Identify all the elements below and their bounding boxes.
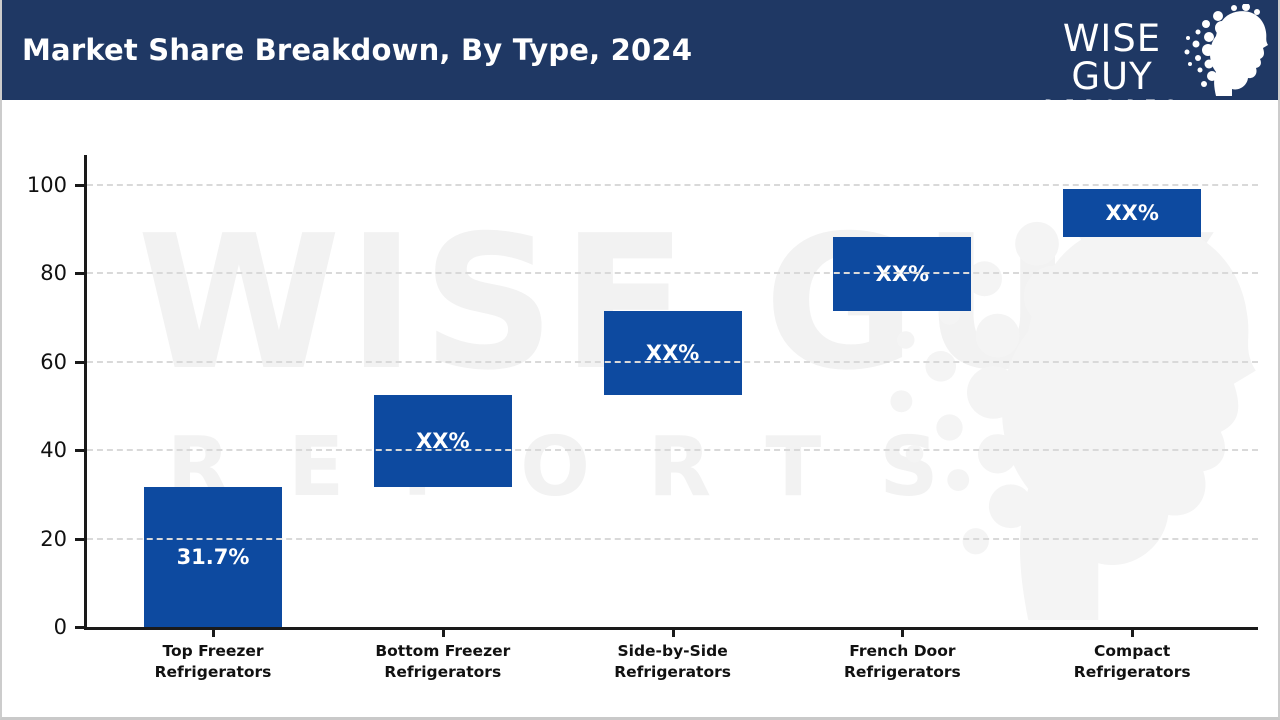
brand-logo-text: WISE GUY REPORTS [1018, 17, 1206, 115]
x-axis-line [84, 627, 1258, 630]
x-tick-side-by-side-refrigerators [671, 630, 675, 637]
header-bar: Market Share Breakdown, By Type, 2024 WI… [2, 0, 1278, 114]
gridline-80 [87, 272, 1258, 274]
bar-bottom-freezer-refrigerators: XX% [373, 395, 512, 487]
bar-compact-refrigerators: XX% [1063, 188, 1202, 238]
bar-value-label: 31.7% [176, 544, 250, 569]
y-tick-label-20: 20 [40, 526, 67, 551]
watermark-subtext: REPORTS [167, 420, 997, 515]
gridline-100 [87, 183, 1258, 186]
bar-value-label: XX% [416, 428, 470, 453]
brand-logo: WISE GUY REPORTS [1018, 0, 1268, 114]
y-tick-0 [75, 626, 84, 629]
x-category-label-french-door-refrigerators: French Door Refrigerators [843, 642, 961, 681]
x-category-label-bottom-freezer-refrigerators: Bottom Freezer Refrigerators [375, 642, 511, 681]
watermark: WISE GUY REPORTS [2, 100, 1278, 717]
bar-value-label: XX% [1105, 201, 1159, 226]
x-tick-french-door-refrigerators [901, 630, 905, 637]
y-axis-line [84, 155, 87, 630]
wise-guy-face-icon [1184, 4, 1268, 96]
x-category-label-compact-refrigerators: Compact Refrigerators [1073, 642, 1191, 681]
brand-name: WISE GUY [1062, 17, 1162, 98]
y-tick-label-100: 100 [26, 172, 67, 197]
y-tick-80 [75, 272, 84, 275]
gridline-60 [87, 360, 1258, 363]
x-category-label-side-by-side-refrigerators: Side-by-Side Refrigerators [614, 642, 731, 681]
gridline-40 [87, 449, 1258, 451]
y-tick-label-40: 40 [40, 438, 67, 462]
y-tick-100 [75, 183, 84, 187]
y-tick-label-0: 0 [53, 615, 67, 639]
x-tick-compact-refrigerators [1131, 630, 1135, 637]
y-tick-60 [75, 360, 84, 364]
brand-subname: REPORTS [1044, 98, 1186, 114]
x-tick-top-freezer-refrigerators [212, 630, 215, 637]
chart-area: WISE GUY REPORTS 31.7% XX% XX% XX% XX% 0 20 40 6… [2, 100, 1278, 717]
x-tick-bottom-freezer-refrigerators [441, 630, 445, 637]
y-tick-label-80: 80 [40, 261, 67, 285]
y-tick-label-60: 60 [40, 349, 67, 374]
y-tick-40 [75, 449, 84, 452]
bar-top-freezer-refrigerators: 31.7% [144, 486, 282, 627]
watermark-face-icon [890, 221, 1256, 620]
bar-side-by-side-refrigerators: XX% [603, 310, 742, 396]
y-tick-20 [75, 537, 84, 541]
page-title: Market Share Breakdown, By Type, 2024 [22, 33, 693, 67]
gridline-20 [87, 537, 1258, 540]
x-category-label-top-freezer-refrigerators: Top Freezer Refrigerators [154, 642, 272, 681]
